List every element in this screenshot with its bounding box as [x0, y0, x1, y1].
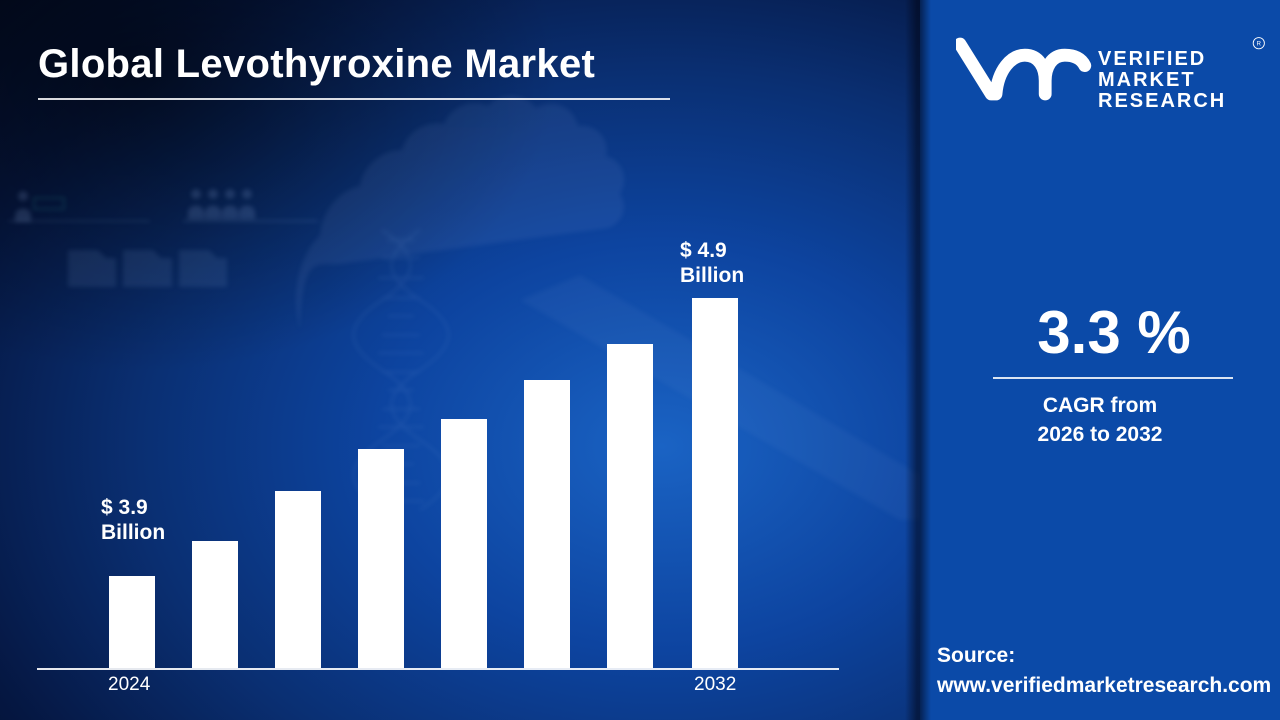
svg-text:MARKET: MARKET: [1098, 69, 1196, 91]
svg-text:RESEARCH: RESEARCH: [1098, 90, 1226, 108]
svg-text:VERIFIED: VERIFIED: [1098, 48, 1206, 70]
svg-text:R: R: [1257, 42, 1262, 48]
